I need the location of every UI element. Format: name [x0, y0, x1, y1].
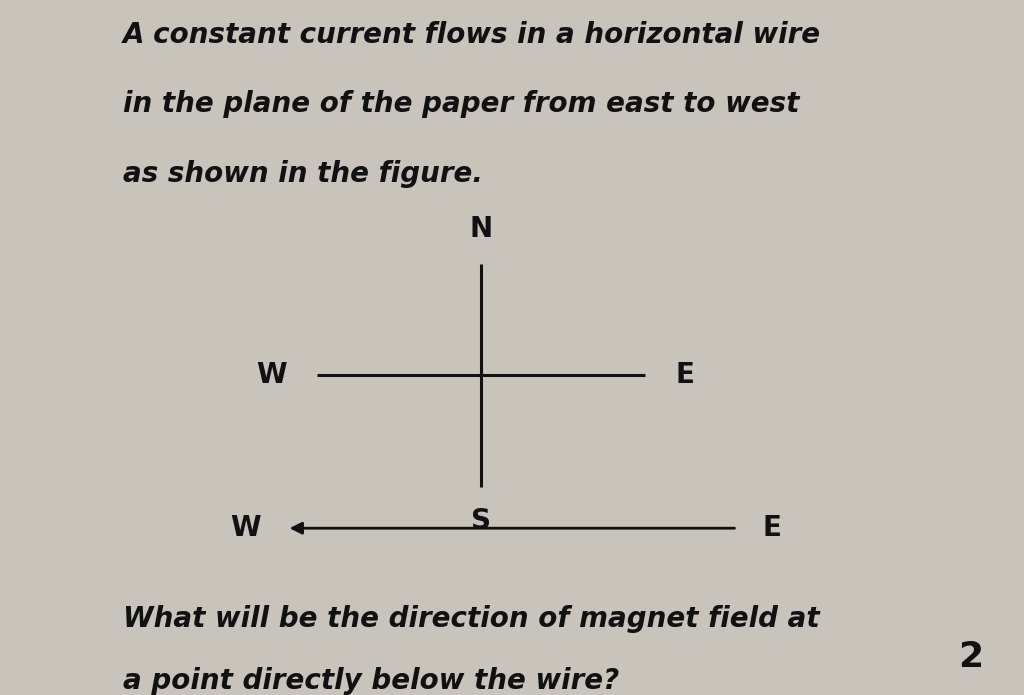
Text: 2: 2 [957, 640, 983, 674]
Text: as shown in the figure.: as shown in the figure. [123, 160, 482, 188]
Text: E: E [676, 361, 694, 389]
Text: W: W [256, 361, 287, 389]
Text: a point directly below the wire?: a point directly below the wire? [123, 667, 620, 695]
Text: W: W [230, 514, 261, 542]
Text: A constant current flows in a horizontal wire: A constant current flows in a horizontal… [123, 21, 821, 49]
Text: E: E [763, 514, 781, 542]
Text: What will be the direction of magnet field at: What will be the direction of magnet fie… [123, 605, 819, 632]
Text: S: S [471, 507, 492, 535]
Text: N: N [470, 215, 493, 243]
Text: in the plane of the paper from east to west: in the plane of the paper from east to w… [123, 90, 800, 118]
